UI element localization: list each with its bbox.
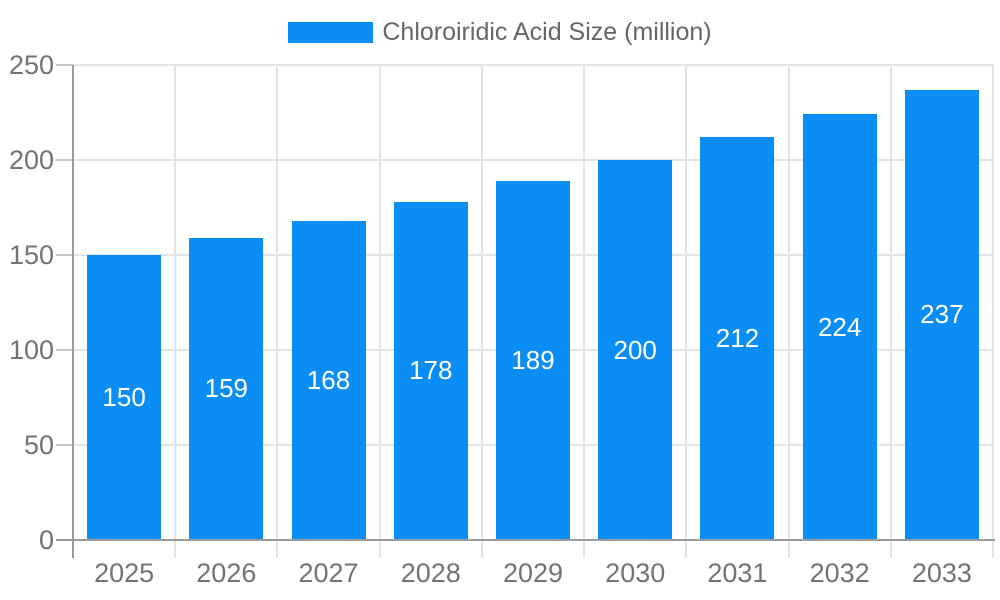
bar-value-label: 159 — [204, 373, 249, 404]
gridline-vertical — [787, 65, 790, 558]
y-axis-label: 50 — [23, 430, 54, 460]
bar[interactable]: 178 — [393, 201, 468, 540]
gridline-vertical — [889, 65, 892, 558]
bar-value-label: 224 — [817, 311, 862, 342]
x-axis-label: 2030 — [605, 558, 666, 588]
bar-value-label: 150 — [102, 382, 146, 412]
y-axis-label: 0 — [38, 525, 54, 555]
y-axis-label: 100 — [8, 335, 54, 365]
gridline-vertical — [378, 65, 381, 558]
bar[interactable]: 212 — [700, 137, 775, 540]
bar[interactable]: 237 — [904, 89, 979, 540]
y-axis-tick — [56, 159, 73, 161]
bar[interactable]: 168 — [291, 220, 366, 540]
y-axis-tick — [56, 254, 73, 256]
bar-value-label: 212 — [715, 323, 760, 354]
x-axis-label: 2033 — [911, 558, 972, 588]
y-axis-label: 150 — [8, 240, 54, 270]
bar[interactable]: 224 — [802, 114, 877, 540]
legend-label: Chloroiridic Acid Size (million) — [382, 18, 712, 46]
legend[interactable]: Chloroiridic Acid Size (million) — [0, 18, 1000, 46]
bar[interactable]: 189 — [496, 180, 570, 540]
bar-value-label: 168 — [306, 364, 351, 395]
x-axis-label: 2025 — [94, 558, 155, 588]
bar[interactable]: 159 — [189, 237, 264, 540]
gridline-vertical — [276, 65, 279, 558]
gridline-vertical — [583, 65, 586, 558]
gridline-vertical — [992, 65, 994, 558]
y-axis-line — [72, 65, 74, 558]
gridline-vertical — [174, 65, 177, 558]
bar[interactable]: 150 — [87, 255, 162, 540]
bar-value-label: 189 — [511, 344, 555, 375]
y-axis-label: 200 — [8, 145, 54, 175]
x-axis-line — [56, 539, 995, 541]
bar-value-label: 200 — [613, 334, 657, 365]
y-axis-tick — [56, 349, 73, 351]
plot-area: 150 159 168 178 189 200 212 224 237 — [73, 64, 994, 558]
gridline-vertical — [480, 65, 483, 558]
x-axis-label: 2032 — [809, 558, 870, 588]
x-axis-label: 2027 — [298, 558, 359, 588]
y-axis-label: 250 — [8, 50, 54, 80]
gridline-vertical — [685, 65, 688, 558]
gridline-horizontal — [73, 159, 993, 161]
y-axis-tick — [56, 64, 73, 66]
y-axis-tick — [56, 444, 73, 446]
bar[interactable]: 200 — [598, 160, 673, 540]
gridline-horizontal — [73, 64, 993, 66]
bar-value-label: 237 — [920, 299, 964, 330]
x-axis-label: 2029 — [502, 558, 564, 588]
x-axis-label: 2028 — [400, 558, 461, 588]
x-axis-label: 2026 — [196, 558, 257, 588]
legend-swatch-icon — [288, 22, 374, 43]
bar-value-label: 178 — [409, 355, 453, 386]
x-axis-label: 2031 — [707, 558, 768, 588]
